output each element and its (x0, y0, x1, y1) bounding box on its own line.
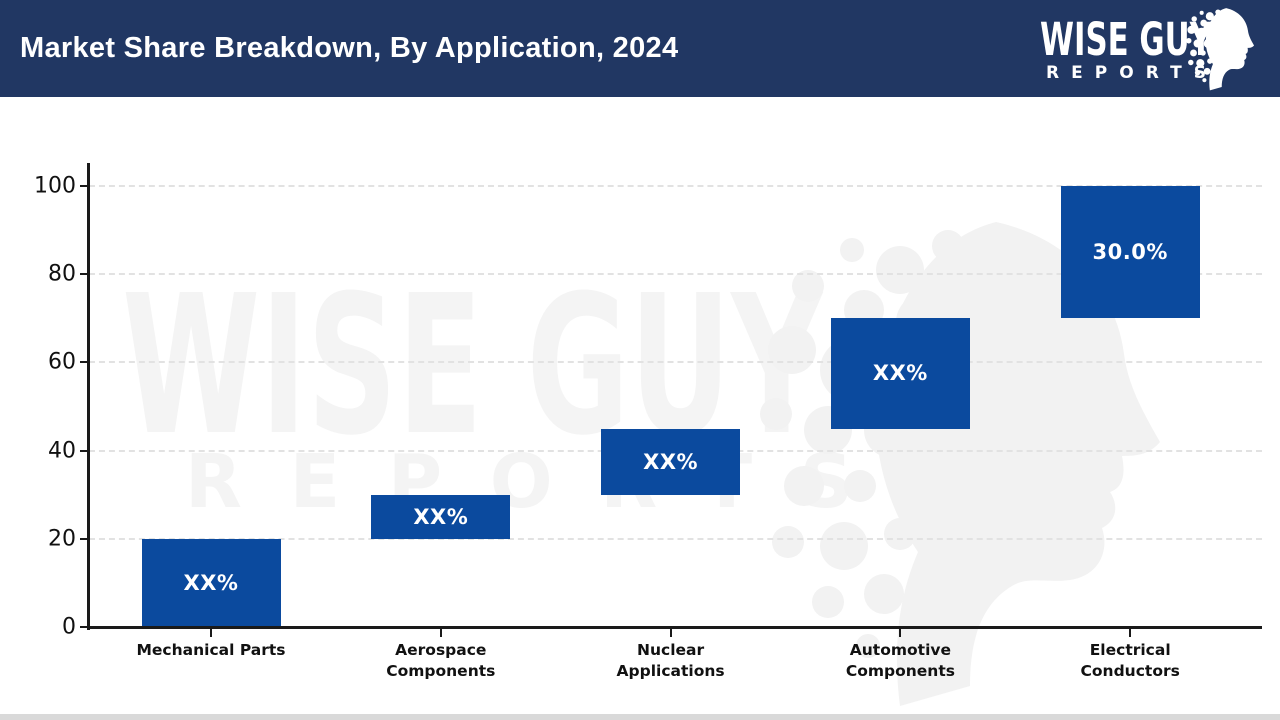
header: Market Share Breakdown, By Application, … (0, 0, 1280, 97)
y-tick-label: 40 (48, 438, 76, 464)
y-tick-label: 100 (34, 173, 76, 199)
bar: 30.0% (1060, 186, 1200, 319)
x-tick-mark (210, 629, 212, 637)
x-tick-mark (1129, 629, 1132, 637)
y-tick-mark (80, 537, 89, 540)
x-axis-label-line: Aerospace (395, 641, 487, 659)
gridline (89, 537, 1262, 540)
x-axis-label-line: Mechanical Parts (136, 641, 286, 659)
bar: XX% (141, 538, 281, 627)
wiseguy-logo-graphic: WISE GUY REPORTS (1040, 7, 1255, 90)
y-tick-label: 80 (48, 261, 76, 287)
x-axis-label: Mechanical Parts (136, 640, 285, 661)
x-axis-label: Aerospace Components (386, 640, 495, 683)
y-tick-mark (80, 449, 89, 452)
x-axis-label: Nuclear Applications (617, 640, 725, 683)
x-axis-label-line: Conductors (1080, 662, 1180, 681)
gridline (89, 273, 1262, 276)
bar-value-label: 30.0% (1092, 240, 1168, 265)
x-tick-mark (439, 629, 442, 637)
wiseguy-logo: WISE GUY REPORTS (1004, 2, 1272, 96)
bar: XX% (601, 428, 741, 495)
x-axis-label: Electrical Conductors (1081, 640, 1180, 683)
bar-value-label: XX% (183, 570, 239, 595)
x-tick-mark (669, 629, 672, 637)
y-axis-line (87, 163, 90, 630)
y-tick-label: 20 (48, 526, 76, 552)
y-tick-mark (80, 626, 89, 628)
x-axis-line (87, 626, 1262, 629)
bar-value-label: XX% (413, 504, 469, 529)
y-tick-mark (80, 185, 89, 187)
x-axis-label-line: Electrical (1089, 641, 1171, 659)
x-axis-label-line: Components (845, 662, 955, 681)
x-axis-label-line: Automotive (849, 641, 952, 659)
bar: XX% (830, 318, 970, 429)
bar-value-label: XX% (643, 449, 699, 474)
watermark-subword: REPORTS (185, 439, 853, 525)
gridline (89, 185, 1262, 187)
x-tick-mark (899, 629, 902, 637)
gridline (89, 361, 1262, 364)
y-tick-label: 0 (62, 614, 76, 640)
logo-wordmark: WISE GUY (1040, 13, 1213, 66)
x-axis-label-line: Nuclear (637, 641, 705, 659)
y-tick-label: 60 (48, 349, 76, 375)
bar-value-label: XX% (872, 361, 928, 386)
bar: XX% (371, 494, 511, 539)
page-title: Market Share Breakdown, By Application, … (20, 32, 679, 64)
x-axis-label: Automotive Components (846, 640, 955, 683)
y-tick-mark (80, 273, 89, 276)
y-tick-mark (80, 361, 89, 364)
x-axis-label-line: Components (386, 662, 496, 681)
footer-strip (0, 714, 1280, 720)
logo-subword: REPORTS (1046, 63, 1206, 83)
x-axis-label-line: Applications (616, 662, 725, 681)
